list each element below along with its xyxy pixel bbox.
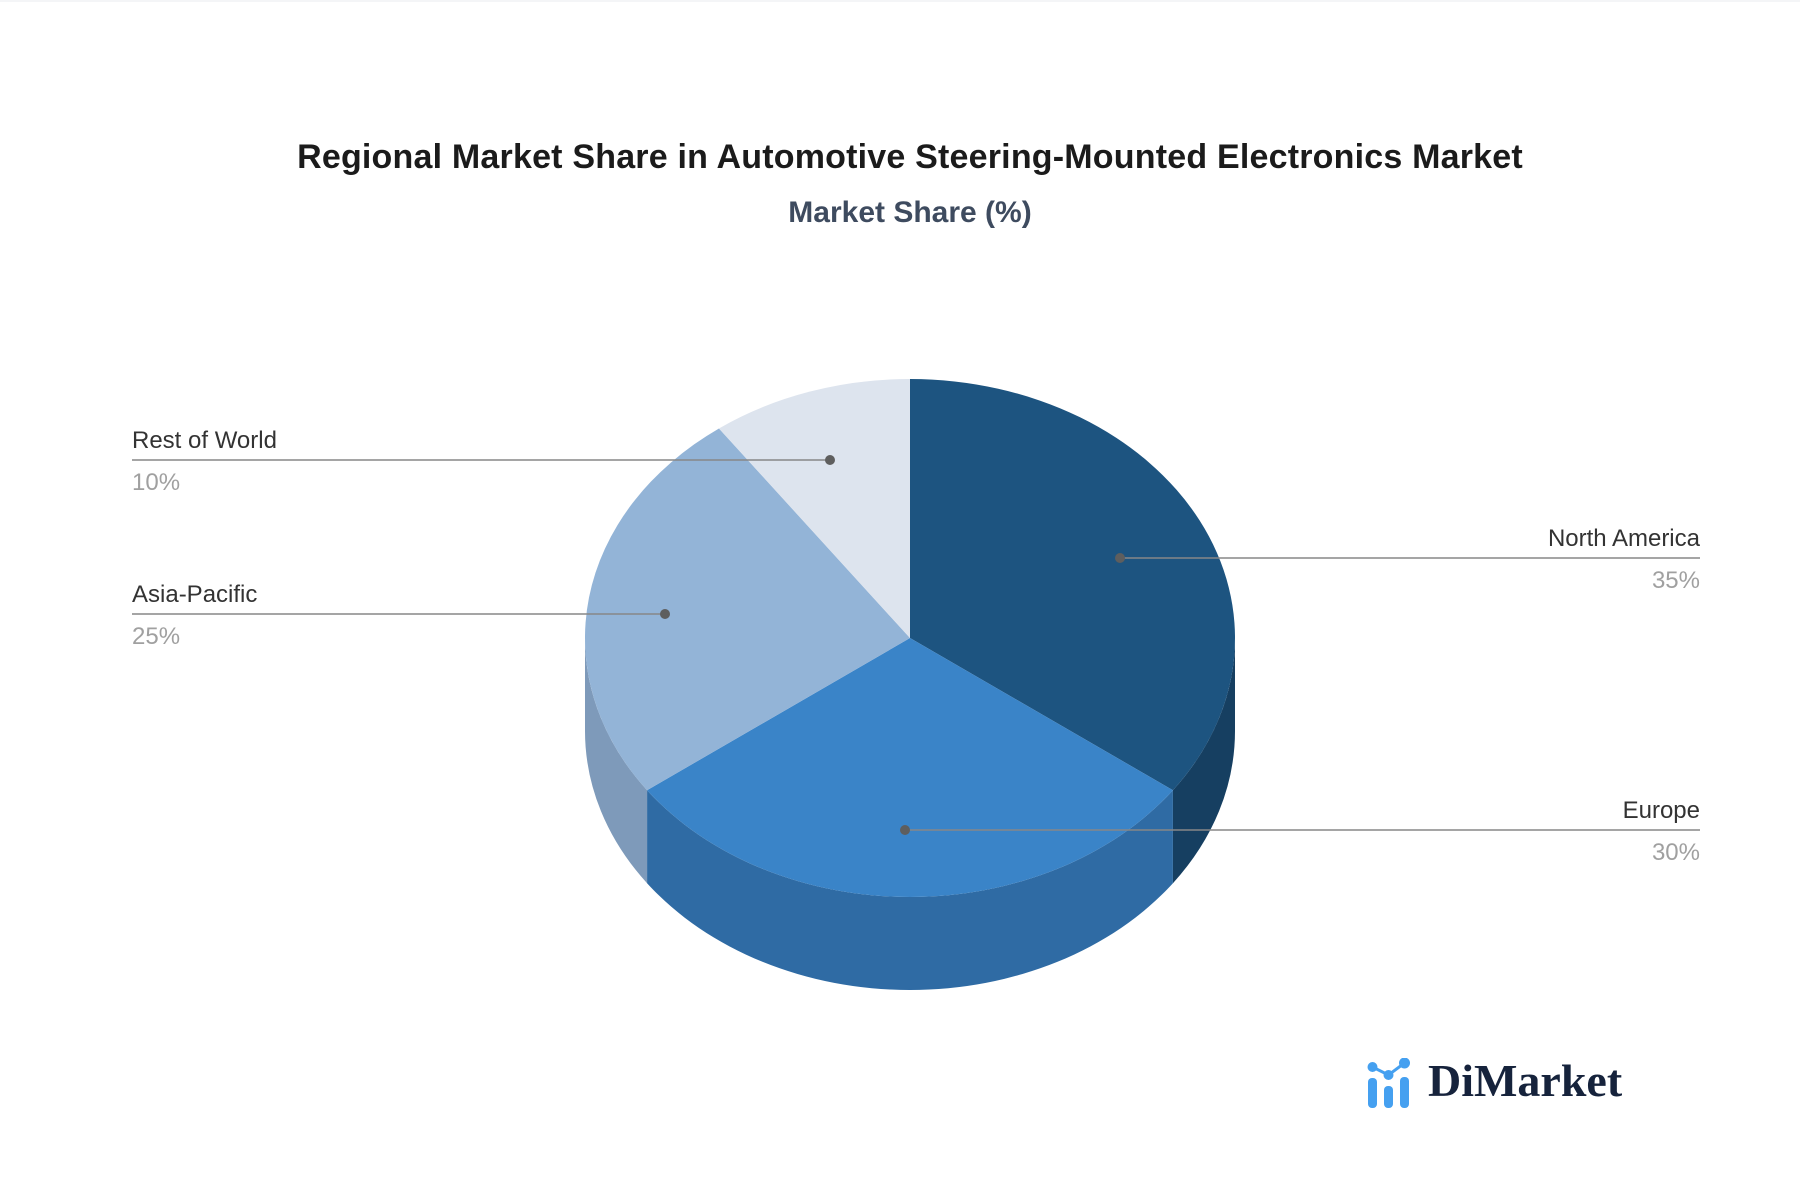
chart-subtitle: Market Share (%) — [788, 196, 1032, 229]
callout-pct: 10% — [132, 469, 181, 496]
slice-label-north-america: North America 35% — [1548, 524, 1700, 596]
brand-logo: DiMarket — [1366, 1054, 1622, 1108]
callout-pct: 30% — [1651, 839, 1700, 866]
callout-name: Asia-Pacific — [132, 581, 258, 608]
callout-name: North America — [1547, 525, 1700, 552]
bar-line-chart-icon — [1367, 1058, 1410, 1108]
slice-label-asia-pacific: Asia-Pacific 25% — [132, 580, 257, 652]
callout-name: Rest of World — [132, 427, 277, 454]
callout-pct: 35% — [1651, 567, 1700, 594]
callout-pct: 25% — [132, 623, 181, 650]
callout-name: Europe — [1622, 797, 1700, 824]
slice-label-europe: Europe 30% — [1623, 796, 1700, 868]
brand-name: DiMarket — [1428, 1055, 1623, 1106]
chart-title: Regional Market Share in Automotive Stee… — [297, 138, 1523, 176]
slice-label-rest-of-world: Rest of World 10% — [132, 426, 277, 498]
